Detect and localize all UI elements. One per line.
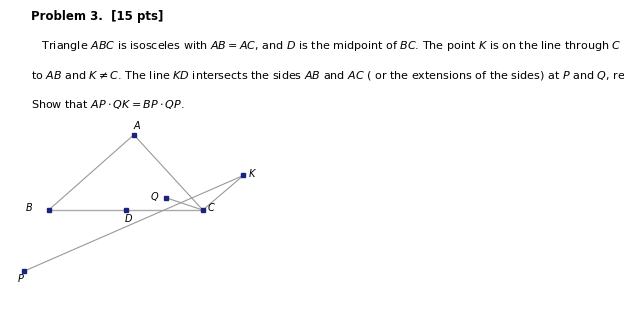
Text: D: D (125, 214, 133, 224)
Text: Q: Q (150, 192, 158, 202)
Text: A: A (134, 121, 140, 131)
Text: K: K (249, 169, 255, 179)
Text: to $AB$ and $K \neq C$. The line $KD$ intersects the sides $AB$ and $AC$ ( or th: to $AB$ and $K \neq C$. The line $KD$ in… (31, 69, 624, 83)
Text: Problem 3.  [15 pts]: Problem 3. [15 pts] (31, 10, 163, 23)
Text: B: B (26, 203, 32, 214)
Text: Triangle $ABC$ is isosceles with $AB = AC$, and $D$ is the midpoint of $BC$. The: Triangle $ABC$ is isosceles with $AB = A… (31, 39, 624, 53)
Text: Show that $AP \cdot QK = BP \cdot QP$.: Show that $AP \cdot QK = BP \cdot QP$. (31, 98, 185, 112)
Text: P: P (17, 274, 23, 284)
Text: C: C (208, 203, 214, 214)
